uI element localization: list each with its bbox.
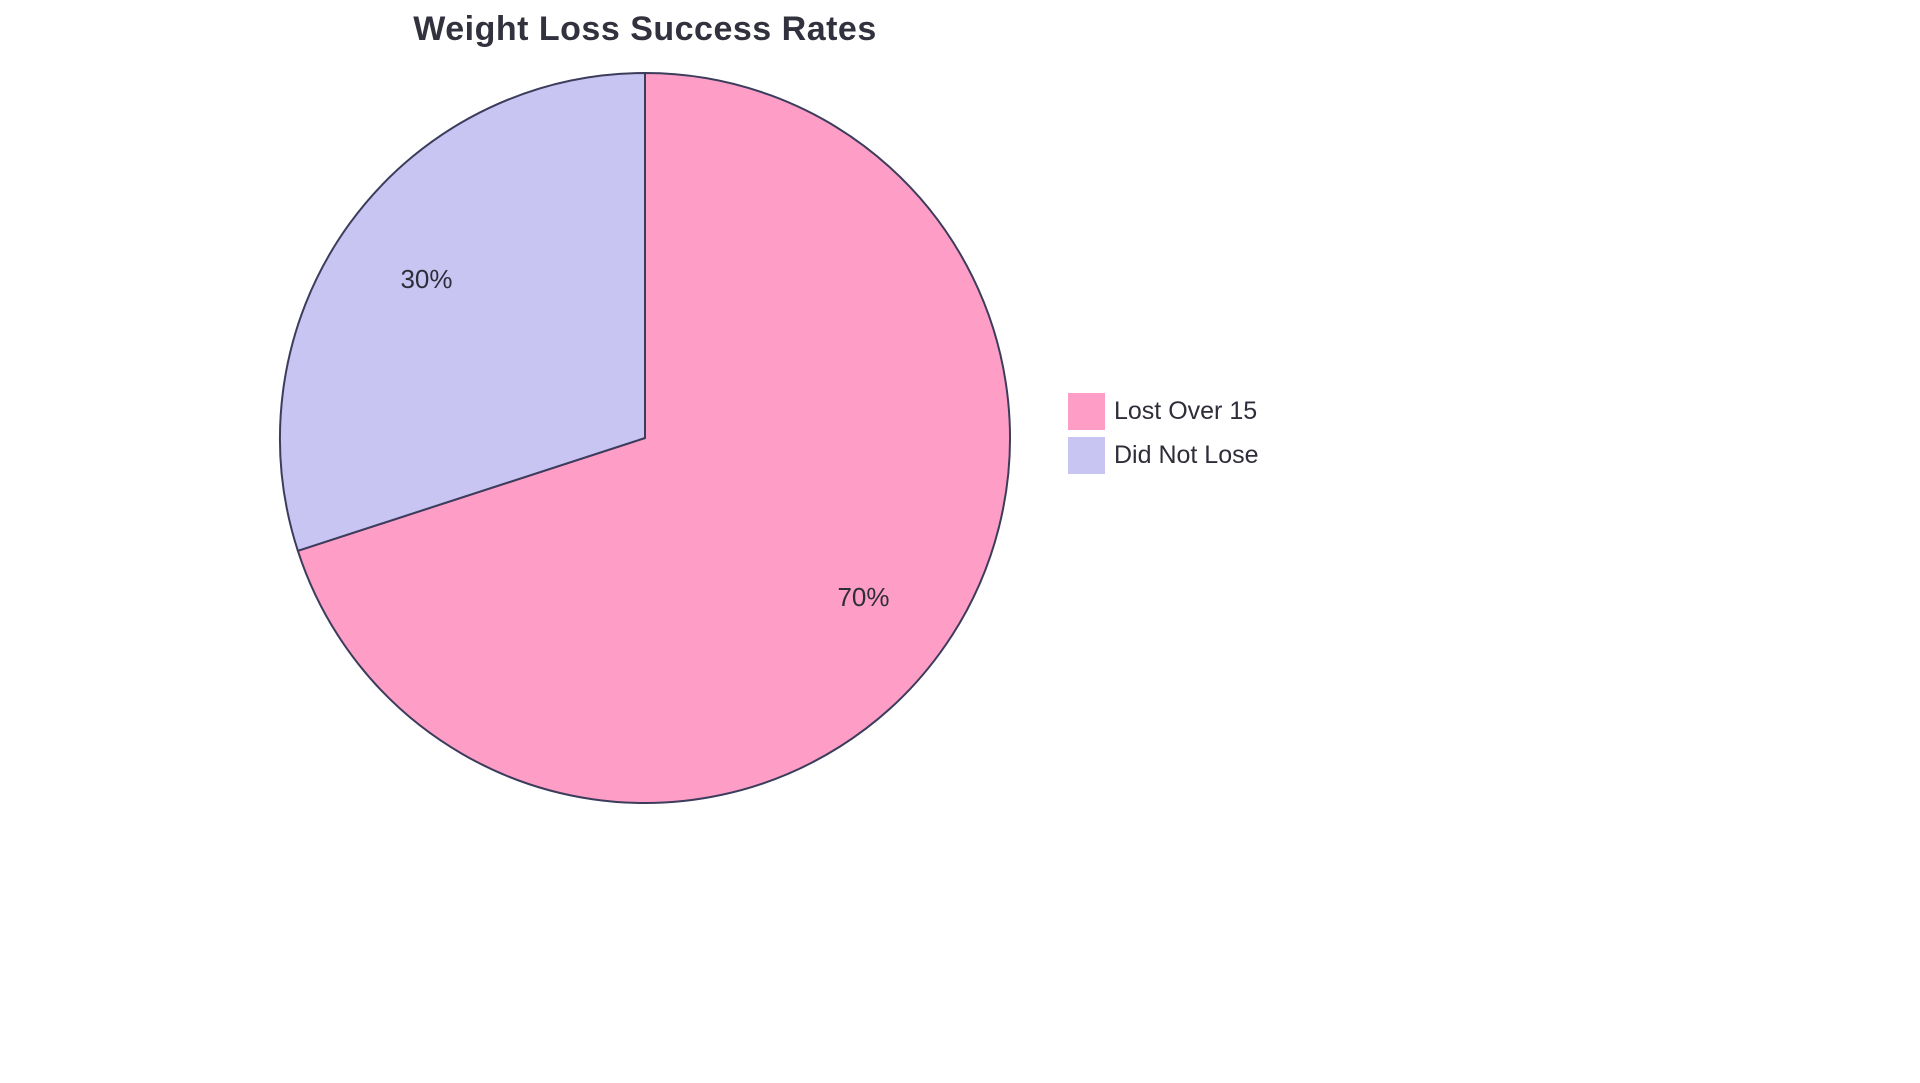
chart-title: Weight Loss Success Rates <box>413 10 877 48</box>
legend-item: Lost Over 15 <box>1068 393 1259 430</box>
pie-slice-did-not-lose <box>279 72 646 552</box>
legend-swatch-did-not-lose <box>1068 437 1105 474</box>
legend-label-lost-over-15: Lost Over 15 <box>1114 397 1258 425</box>
legend-label-did-not-lose: Did Not Lose <box>1114 441 1259 469</box>
slice-label-did-not-lose: 30% <box>400 264 452 294</box>
legend: Lost Over 15 Did Not Lose <box>1068 393 1259 474</box>
legend-item: Did Not Lose <box>1068 437 1259 474</box>
legend-swatch-lost-over-15 <box>1068 393 1105 430</box>
slice-label-lost-over-15: 70% <box>837 582 889 612</box>
pie-slice-lost-over-15 <box>296 72 1011 804</box>
